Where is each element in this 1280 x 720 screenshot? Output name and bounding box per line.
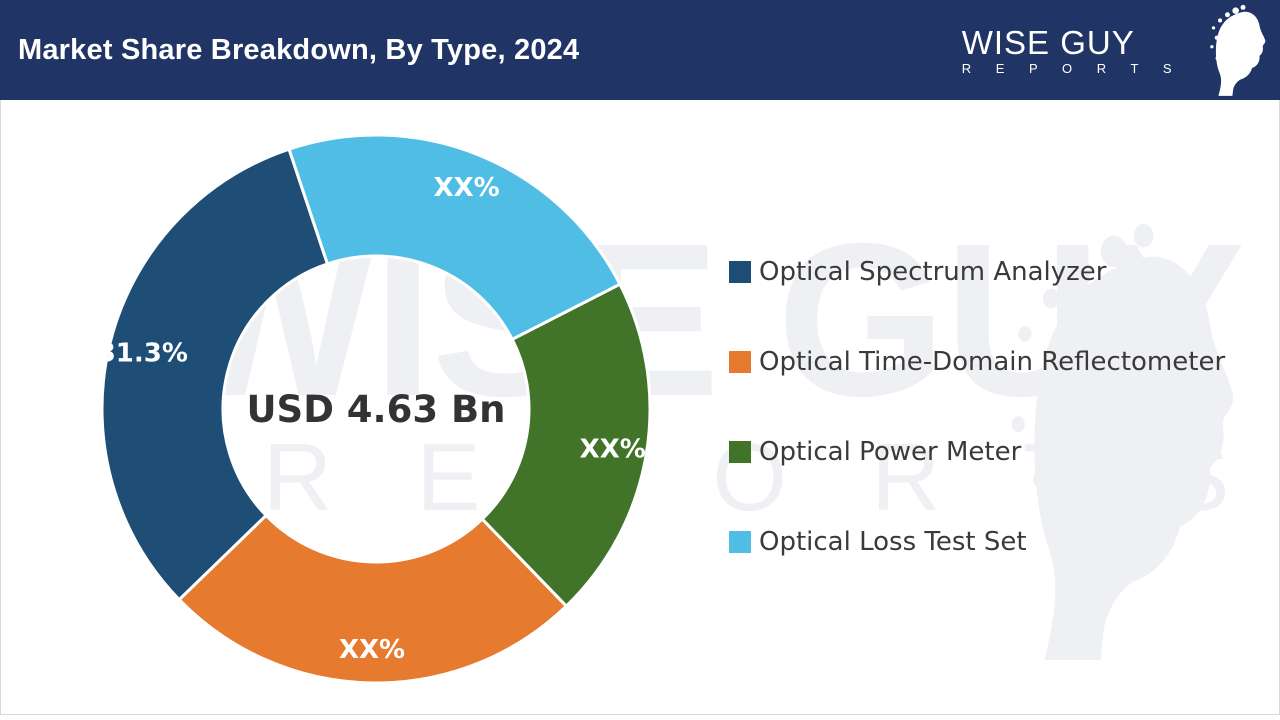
header-bar: Market Share Breakdown, By Type, 2024 WI… [0,0,1280,100]
donut-slice [287,133,622,342]
legend-label: Optical Power Meter [759,437,1022,467]
legend-item: Optical Time-Domain Reflectometer [729,347,1225,377]
logo-subtitle: R E P O R T S [961,60,1182,76]
legend-label: Optical Spectrum Analyzer [759,257,1107,287]
logo-head-icon [1210,4,1266,96]
slice-perc为ent-label: XX% [580,435,646,465]
legend-item: Optical Power Meter [729,437,1225,467]
legend-label: Optical Loss Test Set [759,527,1027,557]
donut-center-label: USD 4.63 Bn [247,388,506,431]
chart-panel: WISE GUY REPORTS 31.3% XX% XX% XX% USD 4.63 … [0,100,1280,715]
legend-swatch [729,441,751,463]
wise-guy-logo: WISE GUY R E P O R T S [962,4,1266,96]
logo-wordmark: WISE GUY [961,23,1135,61]
donut-slice [177,513,569,685]
slice-perc为ent-label: 31.3% [98,338,188,368]
slice-perc为ent-label: XX% [434,173,500,203]
page-title: Market Share Breakdown, By Type, 2024 [18,33,580,66]
legend-swatch [729,351,751,373]
donut-chart: 31.3% XX% XX% XX% USD 4.63 Bn [98,133,652,685]
watermark-head-icon [1011,223,1234,660]
legend-item: Optical Loss Test Set [729,527,1225,557]
legend-swatch [729,261,751,283]
legend-item: Optical Spectrum Analyzer [729,257,1225,287]
legend-swatch [729,531,751,553]
chart-legend: Optical Spectrum Analyzer Optical Time-Do… [729,257,1225,621]
legend-label: Optical Time-Domain Reflectometer [759,347,1226,377]
donut-slice [100,147,330,602]
slice-perc为ent-label: XX% [339,635,405,665]
logo-text: WISE GUY R E P O R T S [962,26,1182,75]
donut-slice [480,282,652,609]
